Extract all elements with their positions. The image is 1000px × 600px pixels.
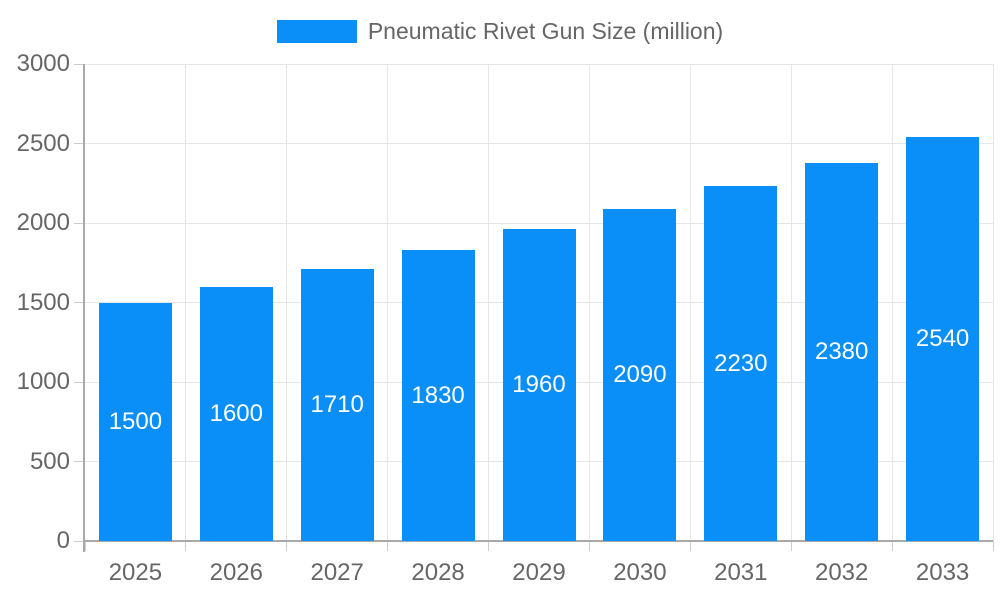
x-axis-tick-label: 2031: [714, 559, 768, 586]
x-axis-tick: [790, 541, 792, 551]
bar-value-label: 2380: [814, 337, 869, 365]
x-axis-tick: [689, 541, 691, 551]
y-axis-tick: [74, 461, 84, 462]
legend-swatch: [276, 20, 357, 43]
x-gridline: [286, 64, 288, 541]
plot-area: 1500 1600 1710 1830 1960 2090 2230 2380 2540: [74, 63, 994, 552]
y-axis-tick-label: 1500: [16, 288, 70, 316]
x-axis-tick: [588, 541, 590, 551]
y-axis-tick: [74, 63, 84, 65]
bar[interactable]: 1710: [300, 269, 374, 541]
bar[interactable]: 1500: [98, 302, 172, 541]
bar[interactable]: 2090: [603, 208, 677, 541]
x-axis-tick-label: 2032: [814, 559, 869, 586]
bar-value-label: 2540: [915, 325, 970, 353]
bar-value-label: 2090: [613, 360, 667, 388]
x-gridline: [891, 64, 893, 541]
y-axis-tick: [74, 143, 84, 144]
x-axis-tick-label: 2033: [915, 559, 970, 586]
legend-label: Pneumatic Rivet Gun Size (million): [367, 18, 724, 44]
x-axis-tick: [84, 541, 86, 551]
x-axis-tick-label: 2026: [209, 559, 263, 586]
bar[interactable]: 1960: [502, 229, 576, 541]
bar-value-label: 1710: [310, 391, 364, 419]
x-gridline: [387, 64, 389, 541]
y-gridline: [85, 143, 993, 144]
bar[interactable]: 2230: [704, 186, 778, 541]
x-gridline: [588, 64, 590, 541]
y-gridline: [85, 222, 993, 224]
x-axis-tick-label: 2028: [411, 559, 465, 586]
x-gridline: [488, 64, 490, 541]
x-axis-tick: [891, 541, 893, 551]
bar[interactable]: 2380: [805, 162, 879, 541]
x-axis-line: [83, 540, 993, 542]
x-axis-tick-label: 2025: [108, 559, 163, 586]
bar-value-label: 1960: [512, 371, 566, 399]
x-axis-tick-label: 2030: [613, 559, 667, 586]
x-axis-tick: [286, 541, 288, 551]
y-axis-tick: [74, 302, 84, 303]
y-axis-tick: [74, 381, 84, 383]
x-gridline: [689, 64, 691, 541]
bar-value-label: 2230: [714, 349, 768, 377]
y-axis-tick-label: 2000: [16, 209, 70, 236]
bar-value-label: 1500: [108, 407, 163, 435]
bar-value-label: 1600: [209, 399, 263, 427]
bar[interactable]: 1600: [199, 286, 273, 541]
x-axis-tick: [992, 541, 994, 551]
y-axis-tick-label: 1000: [16, 368, 70, 395]
bar[interactable]: 2540: [906, 137, 980, 541]
y-gridline: [85, 63, 993, 65]
x-axis-tick-label: 2027: [310, 559, 364, 586]
x-gridline: [992, 64, 994, 541]
y-axis-tick: [74, 540, 84, 542]
y-axis-tick-label: 0: [56, 527, 70, 554]
y-axis-tick-label: 3000: [16, 50, 70, 77]
bar[interactable]: 1830: [401, 250, 475, 541]
x-axis-tick: [387, 541, 389, 551]
x-axis-tick: [185, 541, 187, 551]
x-axis-tick-label: 2029: [512, 559, 566, 586]
y-axis-tick-label: 500: [29, 447, 70, 475]
y-axis-tick-label: 2500: [16, 129, 70, 157]
legend[interactable]: Pneumatic Rivet Gun Size (million): [0, 18, 1000, 45]
x-gridline: [790, 64, 792, 541]
x-axis-tick: [488, 541, 490, 551]
y-axis-line: [83, 64, 85, 552]
x-gridline: [185, 64, 187, 541]
y-axis-tick: [74, 222, 84, 224]
bar-value-label: 1830: [411, 381, 465, 409]
